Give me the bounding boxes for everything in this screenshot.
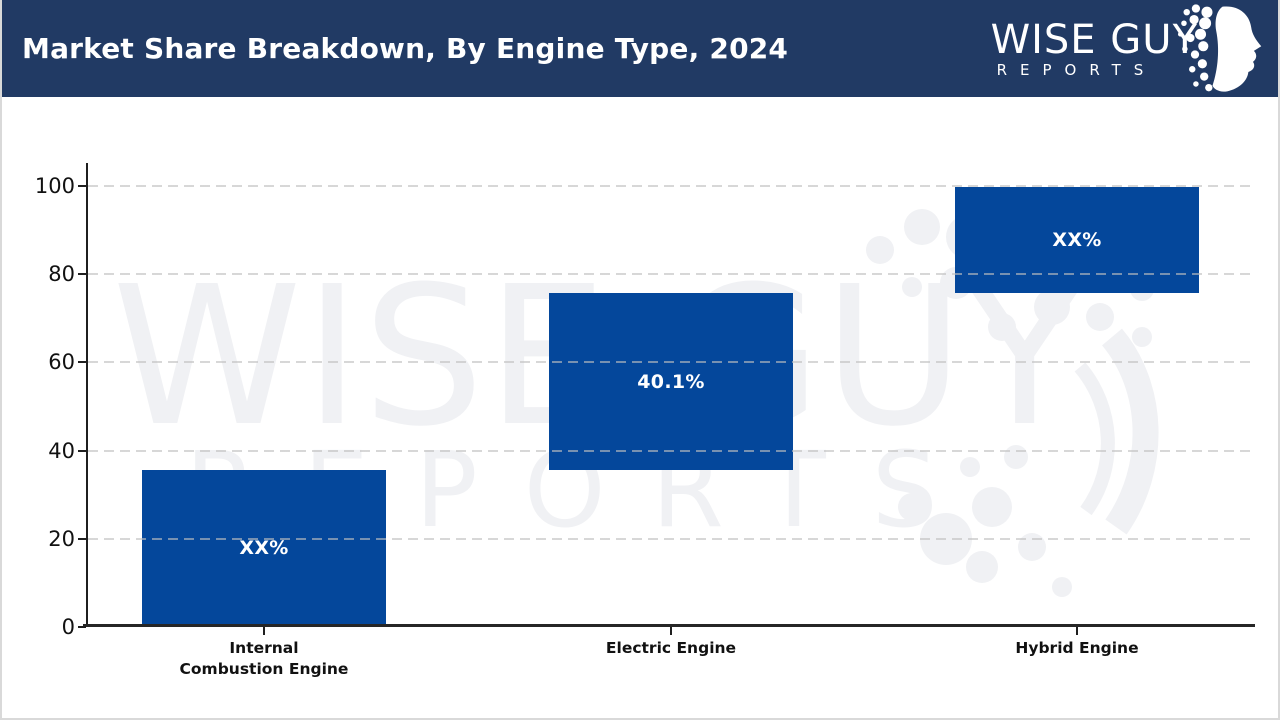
- y-tick-mark-80: [78, 273, 86, 276]
- page-title: Market Share Breakdown, By Engine Type, …: [22, 32, 789, 65]
- y-tick-mark-60: [78, 361, 86, 364]
- bar-hybrid-engine: XX%: [955, 186, 1199, 294]
- bar-value-label-hybrid-engine: XX%: [1052, 229, 1102, 251]
- brand-logo-text: WISE GUY REPORTS: [991, 20, 1198, 78]
- y-tick-mark-100: [78, 185, 86, 187]
- y-tick-mark-0: [78, 626, 86, 628]
- y-tick-label-0: 0: [61, 615, 75, 639]
- brand-face-icon: [1177, 3, 1262, 92]
- brand-logo-subtitle: REPORTS: [996, 60, 1157, 79]
- gridline-40: [88, 449, 1253, 452]
- bar-electric-engine: 40.1%: [549, 293, 793, 470]
- bar-internal-combustion-engine: XX%: [142, 470, 386, 627]
- y-tick-label-100: 100: [34, 174, 75, 198]
- x-tick-mark-internal-combustion-engine: [263, 627, 265, 635]
- gridline-20: [88, 537, 1253, 540]
- bar-value-label-electric-engine: 40.1%: [637, 370, 705, 393]
- x-category-label-internal-combustion-engine: Internal Combustion Engine: [179, 639, 349, 678]
- brand-logo-wordmark: WISE GUY: [990, 16, 1198, 63]
- y-tick-mark-40: [78, 449, 86, 452]
- x-tick-mark-hybrid-engine: [1076, 627, 1078, 635]
- brand-logo: WISE GUY REPORTS: [991, 3, 1266, 95]
- x-axis: [83, 624, 1255, 627]
- x-tick-mark-electric-engine: [670, 627, 672, 635]
- gridline-80: [88, 273, 1253, 276]
- y-axis: [86, 163, 88, 627]
- x-category-label-hybrid-engine: Hybrid Engine: [1015, 639, 1139, 657]
- x-category-label-electric-engine: Electric Engine: [605, 639, 737, 657]
- y-tick-mark-20: [78, 537, 86, 540]
- y-tick-label-80: 80: [48, 262, 75, 287]
- gridline-100: [88, 185, 1253, 187]
- bar-value-label-internal-combustion-engine: XX%: [239, 537, 289, 560]
- header-bar: Market Share Breakdown, By Engine Type, …: [0, 0, 1280, 97]
- y-tick-label-60: 60: [48, 350, 75, 375]
- gridline-60: [88, 361, 1253, 364]
- y-tick-label-40: 40: [48, 438, 75, 463]
- y-tick-label-20: 20: [48, 526, 75, 551]
